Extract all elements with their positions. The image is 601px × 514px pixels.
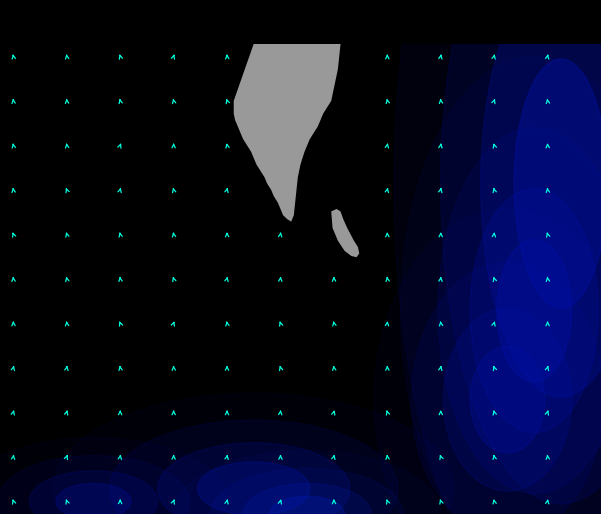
Ellipse shape (211, 468, 403, 514)
Ellipse shape (411, 262, 601, 514)
Text: Secondary Swell energy on Thursday 05 Dec at 5pm +05: Secondary Swell energy on Thursday 05 De… (31, 4, 570, 23)
Ellipse shape (444, 308, 572, 491)
Ellipse shape (470, 189, 599, 433)
Polygon shape (234, 44, 341, 222)
Ellipse shape (481, 0, 601, 397)
Ellipse shape (243, 484, 371, 514)
Ellipse shape (198, 462, 310, 514)
Ellipse shape (470, 346, 545, 453)
Ellipse shape (29, 471, 157, 514)
Ellipse shape (157, 443, 350, 514)
Text: Arrows show the wind wave direction: Arrows show the wind wave direction (176, 29, 425, 42)
Ellipse shape (394, 0, 601, 514)
Ellipse shape (109, 420, 398, 514)
Ellipse shape (374, 209, 601, 514)
Ellipse shape (438, 127, 601, 493)
Ellipse shape (0, 438, 227, 514)
Ellipse shape (56, 484, 131, 514)
Ellipse shape (53, 393, 454, 514)
Ellipse shape (514, 59, 601, 308)
Ellipse shape (441, 0, 601, 504)
Ellipse shape (497, 240, 572, 382)
Ellipse shape (270, 496, 344, 514)
Ellipse shape (0, 455, 190, 514)
Polygon shape (331, 209, 359, 257)
Ellipse shape (401, 57, 601, 514)
